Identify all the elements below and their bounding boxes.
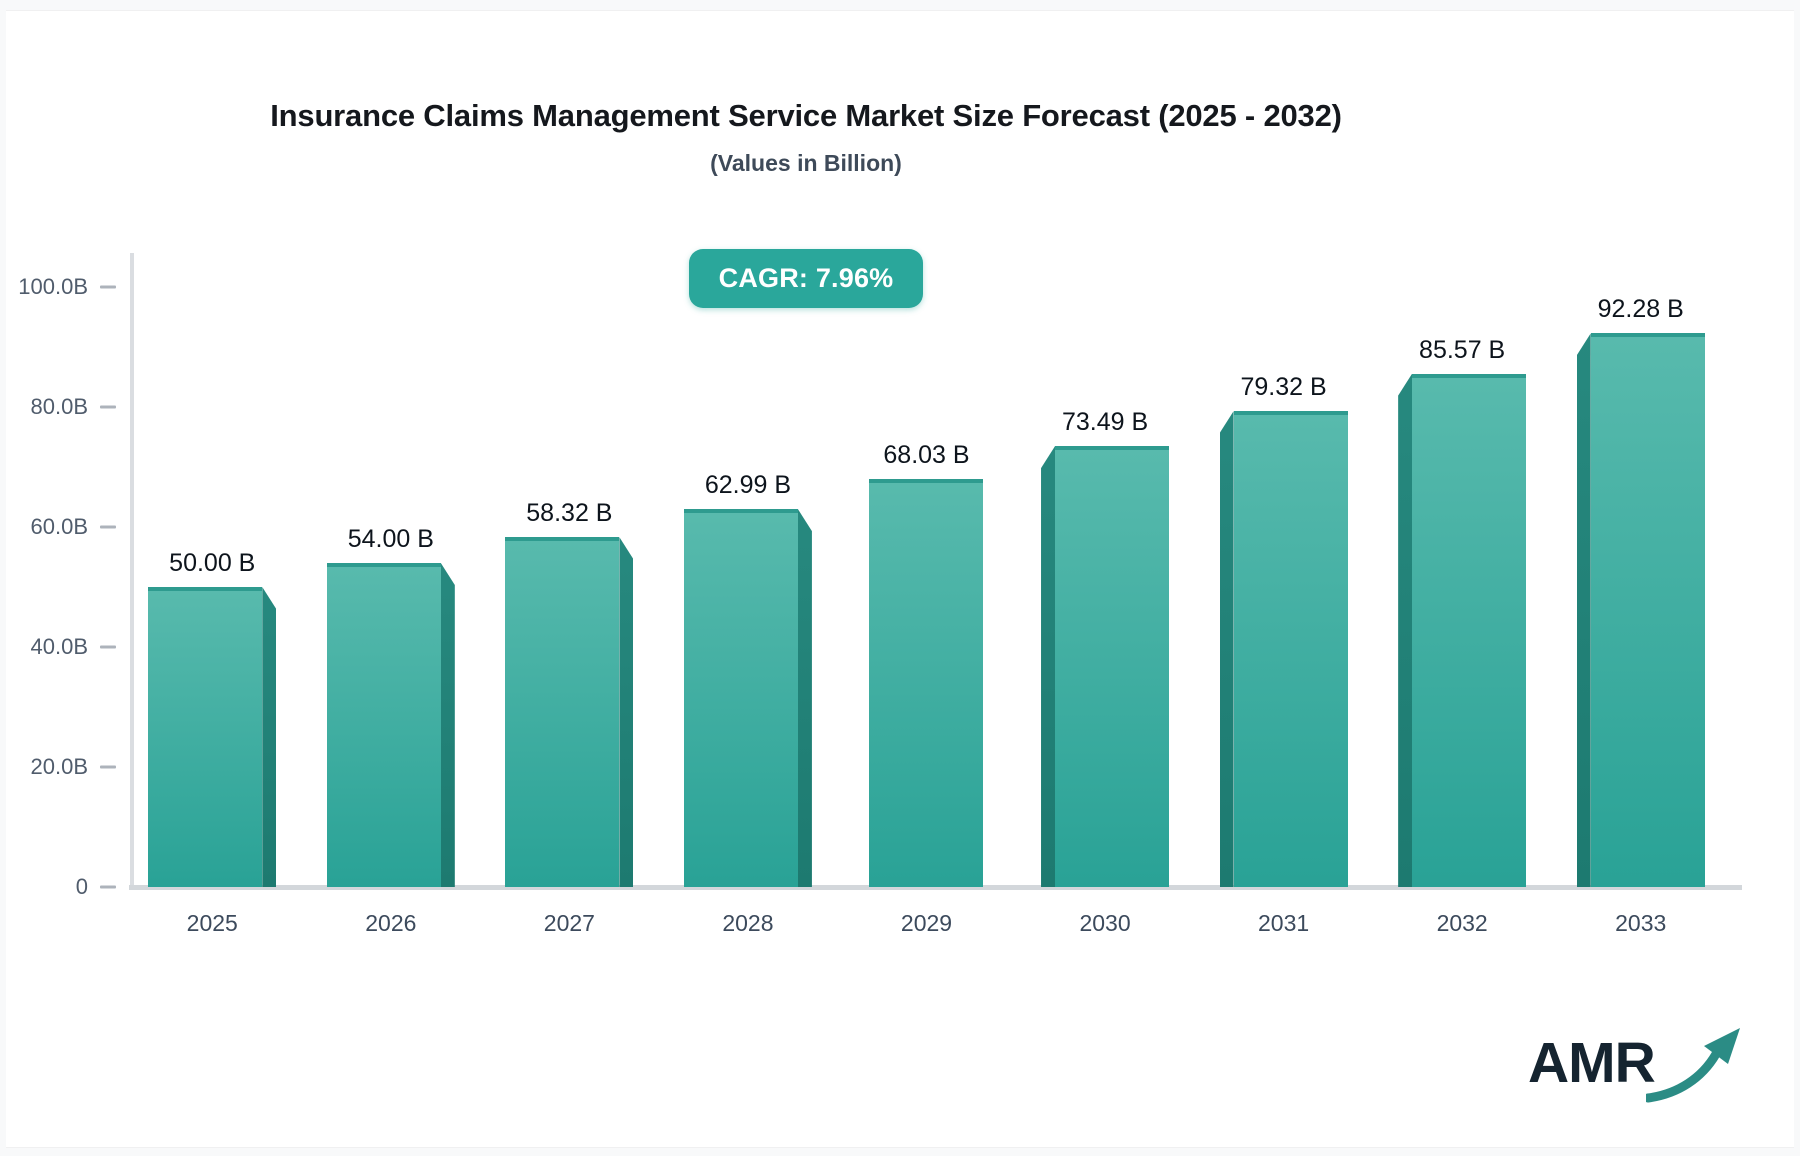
- frame-edge-left: [0, 0, 6, 1156]
- bar-2025[interactable]: [148, 587, 263, 887]
- y-tick-label: 20.0B: [30, 754, 89, 779]
- bar-slot: 85.57 B: [1373, 287, 1552, 887]
- y-tick-mark: [100, 765, 116, 769]
- bar-side-face: [619, 537, 634, 887]
- bar-slot: 62.99 B: [659, 287, 838, 887]
- bar-side-face: [1398, 373, 1413, 887]
- chart-title: Insurance Claims Management Service Mark…: [270, 98, 1342, 133]
- y-tick-mark: [100, 285, 116, 289]
- bar-value-label: 92.28 B: [1597, 295, 1684, 324]
- bar-side-face: [1041, 446, 1056, 887]
- y-tick-mark: [100, 885, 116, 889]
- y-tick-label: 40.0B: [30, 634, 89, 659]
- x-axis-label-2033: 2033: [1615, 910, 1667, 936]
- bar-2031[interactable]: [1233, 411, 1348, 887]
- frame-edge-right: [1794, 0, 1800, 1156]
- cagr-badge: CAGR: 7.96%: [688, 249, 924, 308]
- bar-side-face: [797, 509, 812, 887]
- bar-value-label: 50.00 B: [169, 549, 256, 577]
- bar-2029[interactable]: [869, 478, 984, 887]
- bar-value-label: 54.00 B: [347, 525, 434, 553]
- y-tick-label: 60.0B: [30, 514, 89, 539]
- bar-side-face: [1576, 333, 1591, 887]
- x-axis-label-2031: 2031: [1258, 910, 1310, 936]
- bar-slot: 73.49 B: [1016, 287, 1195, 887]
- amr-logo-text: AMR: [1528, 1031, 1656, 1095]
- x-axis-label-2027: 2027: [543, 910, 595, 936]
- bar-slot: 68.03 B: [837, 287, 1016, 887]
- y-axis-line: [130, 253, 134, 889]
- x-axis-label-2030: 2030: [1079, 910, 1131, 936]
- bar-2032[interactable]: [1412, 373, 1527, 887]
- bar-2033[interactable]: [1590, 333, 1705, 887]
- x-axis-label-2026: 2026: [365, 910, 417, 936]
- y-tick-mark: [100, 405, 116, 409]
- x-axis-label-2029: 2029: [900, 910, 953, 936]
- bar-value-label: 62.99 B: [704, 471, 792, 500]
- bar-side-face: [1219, 411, 1234, 887]
- bar-2026[interactable]: [326, 563, 441, 887]
- bar-slot: 54.00 B: [302, 287, 481, 887]
- amr-logo: AMR: [1528, 1028, 1758, 1120]
- bar-side-face: [262, 587, 277, 887]
- x-axis: 2025 2026 2027 2028 2029 2030 2031 2032 2033: [123, 910, 1730, 950]
- growth-arrow-icon: [1646, 1028, 1740, 1103]
- y-axis: 100.0B 80.0B 60.0B 40.0B 20.0B 0: [0, 274, 122, 899]
- x-axis-label-2028: 2028: [722, 910, 774, 936]
- y-tick-mark: [100, 525, 116, 529]
- bar-value-label: 79.32 B: [1240, 373, 1327, 402]
- frame-edge-bottom: [0, 1147, 1800, 1156]
- chart-subtitle: (Values in Billion): [710, 150, 902, 176]
- y-tick-label: 100.0B: [18, 274, 88, 299]
- plot-area: 50.00 B 54.00 B 58.32 B 62.99 B 68.03 B 73.49…: [123, 287, 1730, 887]
- bar-slot: 58.32 B: [480, 287, 659, 887]
- frame-edge-top: [0, 0, 1800, 11]
- bar-value-label: 58.32 B: [526, 499, 613, 528]
- y-tick-label: 0: [75, 874, 88, 899]
- bar-2030[interactable]: [1055, 446, 1170, 887]
- y-tick-label: 80.0B: [30, 394, 89, 419]
- bar-2028[interactable]: [683, 509, 798, 887]
- bar-value-label: 73.49 B: [1061, 408, 1149, 437]
- x-axis-label-2032: 2032: [1436, 910, 1488, 936]
- bar-value-label: 68.03 B: [883, 440, 970, 469]
- y-tick-mark: [100, 645, 116, 649]
- x-axis-label-2025: 2025: [186, 910, 238, 936]
- bar-2027[interactable]: [505, 537, 620, 887]
- bar-slot: 50.00 B: [123, 287, 302, 887]
- bar-slot: 79.32 B: [1194, 287, 1373, 887]
- bar-side-face: [440, 563, 455, 887]
- chart-header: Insurance Claims Management Service Mark…: [0, 97, 1612, 308]
- x-axis-line: [129, 885, 1742, 890]
- bar-value-label: 85.57 B: [1419, 335, 1506, 364]
- bar-slot: 92.28 B: [1551, 287, 1730, 887]
